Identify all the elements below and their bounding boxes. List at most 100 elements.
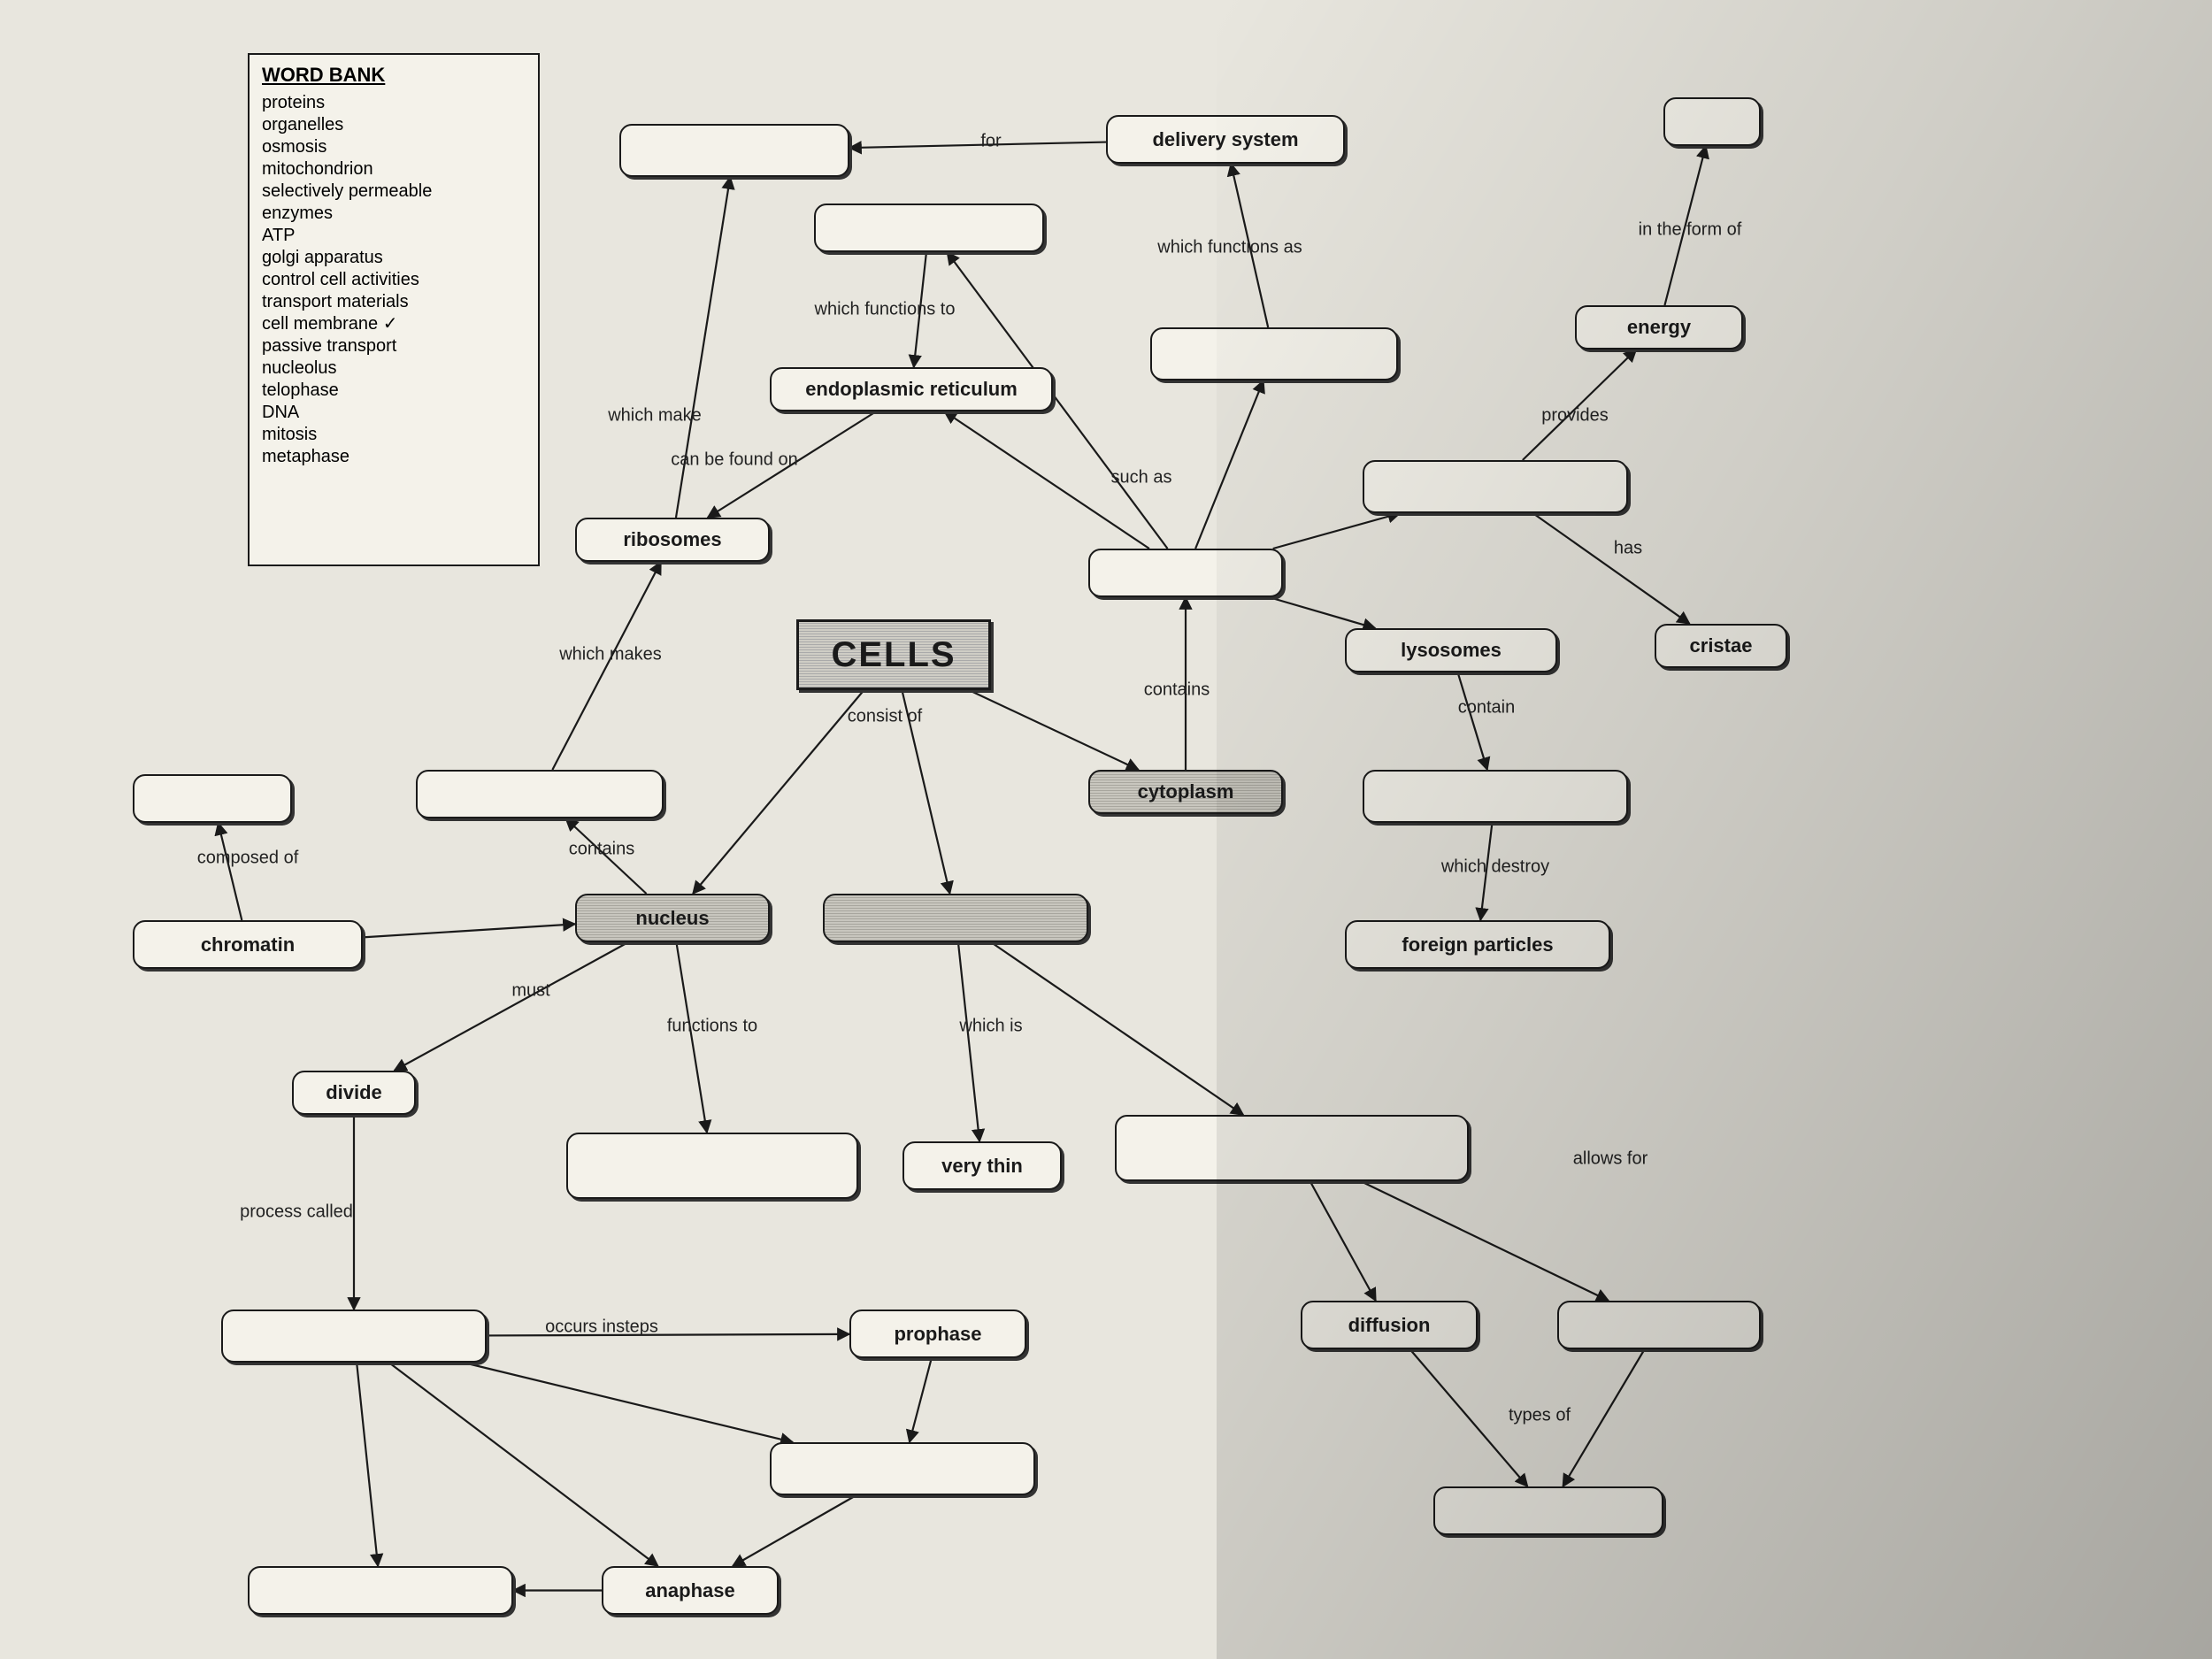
word-bank-title: WORD BANK bbox=[262, 64, 526, 87]
edge-label: which destroy bbox=[1441, 857, 1549, 878]
node-cytoplasm: cytoplasm bbox=[1088, 770, 1283, 814]
node-nucleolus_blank bbox=[416, 770, 664, 818]
edge bbox=[733, 1495, 856, 1566]
node-functions_blank bbox=[566, 1133, 858, 1199]
edge bbox=[1523, 349, 1636, 460]
node-diffusion: diffusion bbox=[1301, 1301, 1478, 1349]
node-cristae: cristae bbox=[1655, 624, 1787, 668]
edge-label: which make bbox=[608, 406, 702, 426]
edge bbox=[849, 142, 1106, 149]
edge-label: types of bbox=[1509, 1406, 1571, 1426]
node-anaphase: anaphase bbox=[602, 1566, 779, 1615]
node-delivery: delivery system bbox=[1106, 115, 1345, 164]
edge bbox=[1361, 1181, 1609, 1301]
word-bank-item: organelles bbox=[262, 114, 526, 136]
edge bbox=[693, 690, 864, 894]
edge bbox=[363, 924, 575, 937]
edge bbox=[395, 942, 628, 1071]
node-mitosis_blank bbox=[221, 1310, 487, 1363]
edge-label: has bbox=[1614, 539, 1642, 559]
edge-label: contains bbox=[569, 840, 635, 860]
edge-label: which functions as bbox=[1157, 238, 1302, 258]
edge-label: such as bbox=[1111, 468, 1172, 488]
node-blank_top_right bbox=[1663, 97, 1761, 146]
edge bbox=[1563, 1349, 1644, 1486]
edge-label: functions to bbox=[667, 1017, 757, 1037]
node-cyto_blank bbox=[1088, 549, 1283, 597]
node-nucleus: nucleus bbox=[575, 894, 770, 942]
node-metaphase_blank bbox=[770, 1442, 1035, 1495]
word-bank-item: selectively permeable bbox=[262, 180, 526, 203]
node-dna_blank bbox=[133, 774, 292, 823]
edge bbox=[1273, 513, 1401, 549]
edge bbox=[487, 1334, 849, 1336]
edge-label: which functions to bbox=[815, 300, 956, 320]
edge-label: occurs insteps bbox=[545, 1317, 658, 1338]
word-bank-item: passive transport bbox=[262, 335, 526, 357]
node-energy: energy bbox=[1575, 305, 1743, 349]
edge bbox=[969, 690, 1139, 770]
word-bank-item: golgi apparatus bbox=[262, 247, 526, 269]
edge bbox=[389, 1363, 658, 1566]
word-bank-item: mitochondrion bbox=[262, 158, 526, 180]
node-telophase_blank bbox=[248, 1566, 513, 1615]
edge bbox=[219, 823, 242, 920]
edge bbox=[552, 562, 661, 770]
node-er: endoplasmic reticulum bbox=[770, 367, 1053, 411]
edge-label: in the form of bbox=[1639, 220, 1742, 241]
edge-label: must bbox=[511, 981, 549, 1002]
node-blank_func_as bbox=[1150, 327, 1398, 380]
node-divide: divide bbox=[292, 1071, 416, 1115]
edge bbox=[1269, 597, 1375, 628]
edge-label: process called bbox=[240, 1202, 353, 1223]
edge bbox=[991, 942, 1243, 1115]
node-chromatin: chromatin bbox=[133, 920, 363, 969]
edge bbox=[1195, 380, 1263, 549]
word-bank-item: metaphase bbox=[262, 446, 526, 468]
node-very_thin: very thin bbox=[902, 1141, 1062, 1190]
edge bbox=[910, 1358, 932, 1442]
word-bank-item: transport materials bbox=[262, 291, 526, 313]
node-cells: CELLS bbox=[796, 619, 991, 690]
word-bank-item: telophase bbox=[262, 380, 526, 402]
node-mito_blank bbox=[1363, 460, 1628, 513]
edge bbox=[1310, 1181, 1376, 1301]
free-label: consist of bbox=[848, 707, 922, 727]
edge bbox=[464, 1363, 793, 1442]
edge-label: composed of bbox=[197, 849, 299, 869]
word-bank-item: cell membrane ✓ bbox=[262, 313, 526, 335]
edge-label: contains bbox=[1144, 680, 1210, 701]
edge bbox=[958, 942, 979, 1141]
node-perm_blank bbox=[1115, 1115, 1469, 1181]
node-blank_below_for bbox=[814, 204, 1044, 252]
edge-label: allows for bbox=[1573, 1149, 1647, 1170]
word-bank: WORD BANK proteinsorganellesosmosismitoc… bbox=[248, 53, 540, 566]
node-lysosomes: lysosomes bbox=[1345, 628, 1557, 672]
node-passive_blank bbox=[1433, 1486, 1663, 1535]
edge-label: provides bbox=[1541, 406, 1609, 426]
node-enzymes_blank bbox=[1363, 770, 1628, 823]
edge-label: contain bbox=[1458, 698, 1516, 718]
edge-label: for bbox=[980, 132, 1001, 152]
edge bbox=[1458, 672, 1487, 770]
word-bank-item: enzymes bbox=[262, 203, 526, 225]
edge-label: can be found on bbox=[671, 450, 797, 471]
word-bank-item: ATP bbox=[262, 225, 526, 247]
node-cell_membrane bbox=[823, 894, 1088, 942]
word-bank-item: mitosis bbox=[262, 424, 526, 446]
word-bank-item: proteins bbox=[262, 92, 526, 114]
node-blank_top_left bbox=[619, 124, 849, 177]
edge bbox=[676, 942, 707, 1133]
word-bank-item: nucleolus bbox=[262, 357, 526, 380]
node-ribosomes: ribosomes bbox=[575, 518, 770, 562]
node-foreign: foreign particles bbox=[1345, 920, 1610, 969]
node-osmosis_blank bbox=[1557, 1301, 1761, 1349]
node-prophase: prophase bbox=[849, 1310, 1026, 1358]
word-bank-item: DNA bbox=[262, 402, 526, 424]
edge-label: which is bbox=[959, 1017, 1022, 1037]
word-bank-item: osmosis bbox=[262, 136, 526, 158]
edge bbox=[1533, 513, 1690, 624]
word-bank-item: control cell activities bbox=[262, 269, 526, 291]
edge-label: which makes bbox=[559, 645, 662, 665]
photo-shadow bbox=[1217, 0, 2212, 1659]
